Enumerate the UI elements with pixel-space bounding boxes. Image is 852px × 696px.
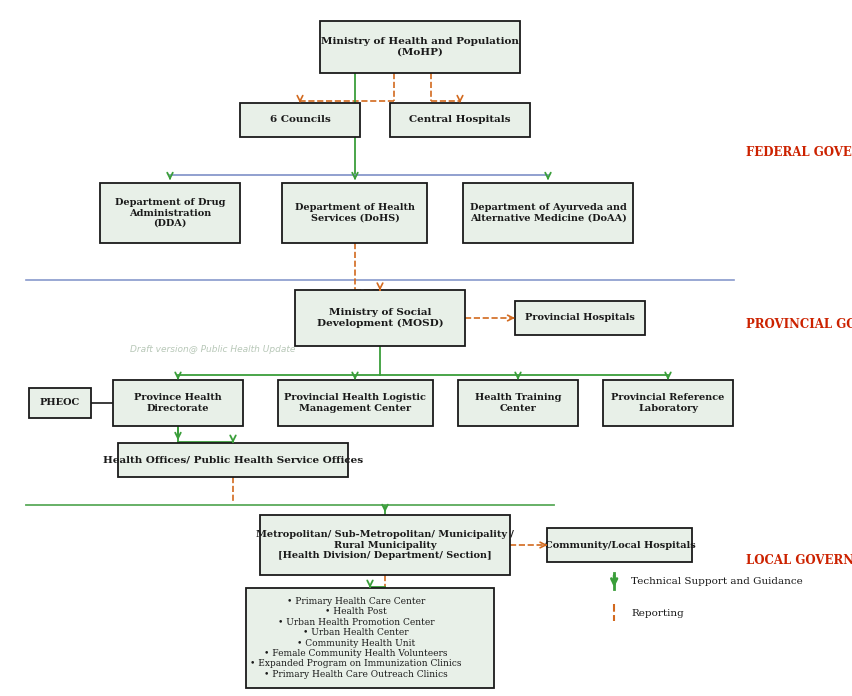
Text: Metropolitan/ Sub-Metropolitan/ Municipality /
Rural Municipality
[Health Divisi: Metropolitan/ Sub-Metropolitan/ Municipa… <box>256 530 514 560</box>
FancyBboxPatch shape <box>295 290 464 345</box>
Text: • Primary Health Care Center
• Health Post
• Urban Health Promotion Center
• Urb: • Primary Health Care Center • Health Po… <box>250 597 461 679</box>
FancyBboxPatch shape <box>602 380 732 426</box>
FancyBboxPatch shape <box>239 103 360 137</box>
Text: Central Hospitals: Central Hospitals <box>409 116 510 125</box>
FancyBboxPatch shape <box>282 183 427 243</box>
Text: Health Training
Center: Health Training Center <box>475 393 561 413</box>
Text: Ministry of Health and Population
(MoHP): Ministry of Health and Population (MoHP) <box>320 38 518 56</box>
FancyBboxPatch shape <box>245 588 493 688</box>
FancyBboxPatch shape <box>100 183 239 243</box>
FancyBboxPatch shape <box>277 380 432 426</box>
FancyBboxPatch shape <box>389 103 529 137</box>
Text: Department of Drug
Administration
(DDA): Department of Drug Administration (DDA) <box>115 198 225 228</box>
Text: Provincial Hospitals: Provincial Hospitals <box>525 313 634 322</box>
Text: FEDERAL GOVERNMENT: FEDERAL GOVERNMENT <box>746 145 852 159</box>
FancyBboxPatch shape <box>29 388 91 418</box>
FancyBboxPatch shape <box>112 380 243 426</box>
Text: Provincial Health Logistic
Management Center: Provincial Health Logistic Management Ce… <box>284 393 425 413</box>
Text: Health Offices/ Public Health Service Offices: Health Offices/ Public Health Service Of… <box>103 455 363 464</box>
Text: Draft version@ Public Health Update: Draft version@ Public Health Update <box>130 345 295 354</box>
FancyBboxPatch shape <box>458 380 578 426</box>
FancyBboxPatch shape <box>547 528 692 562</box>
FancyBboxPatch shape <box>320 21 520 73</box>
FancyBboxPatch shape <box>260 515 509 575</box>
Text: Community/Local Hospitals: Community/Local Hospitals <box>544 541 694 550</box>
Text: PROVINCIAL GOVERNMENT: PROVINCIAL GOVERNMENT <box>746 319 852 331</box>
Text: 6 Councils: 6 Councils <box>269 116 330 125</box>
Text: LOCAL GOVERNMENT: LOCAL GOVERNMENT <box>746 553 852 567</box>
Text: Reporting: Reporting <box>630 608 683 617</box>
Text: Province Health
Directorate: Province Health Directorate <box>134 393 222 413</box>
Text: Ministry of Social
Development (MOSD): Ministry of Social Development (MOSD) <box>316 308 443 328</box>
Text: Technical Support and Guidance: Technical Support and Guidance <box>630 577 802 586</box>
FancyBboxPatch shape <box>118 443 348 477</box>
Text: Department of Ayurveda and
Alternative Medicine (DoAA): Department of Ayurveda and Alternative M… <box>469 203 625 223</box>
FancyBboxPatch shape <box>515 301 644 335</box>
Text: PHEOC: PHEOC <box>40 399 80 407</box>
FancyBboxPatch shape <box>463 183 632 243</box>
Text: Department of Health
Services (DoHS): Department of Health Services (DoHS) <box>295 203 415 223</box>
Text: Provincial Reference
Laboratory: Provincial Reference Laboratory <box>611 393 724 413</box>
